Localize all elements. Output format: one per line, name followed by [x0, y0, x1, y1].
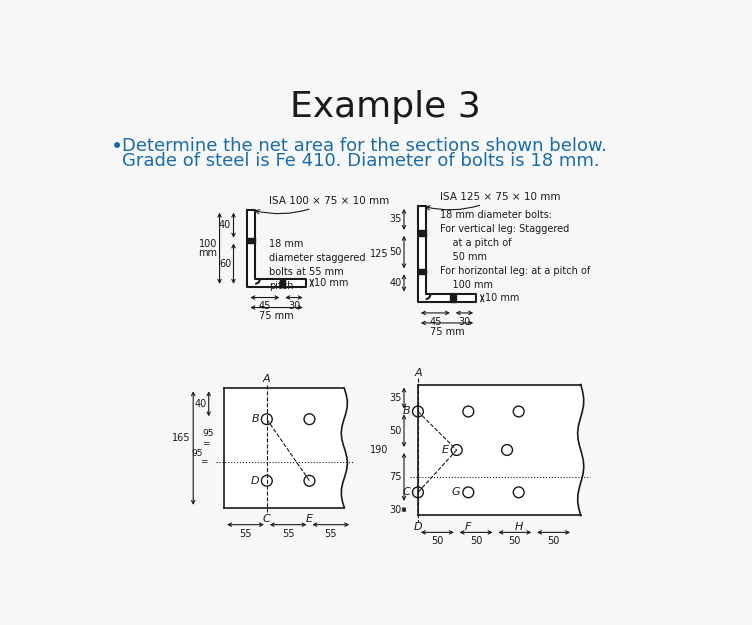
Text: H: H — [514, 522, 523, 532]
Bar — [247, 238, 255, 243]
Text: B: B — [251, 414, 259, 424]
Text: 75 mm: 75 mm — [259, 311, 294, 321]
Text: 18 mm
diameter staggered
bolts at 55 mm
pitch: 18 mm diameter staggered bolts at 55 mm … — [269, 239, 365, 291]
Text: 30: 30 — [458, 317, 471, 327]
Text: 75: 75 — [390, 472, 402, 482]
Text: 125: 125 — [370, 249, 389, 259]
Text: 50: 50 — [390, 426, 402, 436]
Polygon shape — [224, 388, 347, 508]
Bar — [418, 230, 426, 236]
Text: E: E — [306, 514, 313, 524]
Text: 50: 50 — [470, 536, 482, 546]
Text: 18 mm diameter bolts:
For vertical leg: Staggered
    at a pitch of
    50 mm
Fo: 18 mm diameter bolts: For vertical leg: … — [440, 210, 590, 290]
Text: 190: 190 — [370, 445, 389, 455]
Text: 75 mm: 75 mm — [429, 327, 464, 337]
Text: 100: 100 — [199, 239, 217, 249]
Text: 45: 45 — [429, 317, 441, 327]
Text: 55: 55 — [239, 529, 252, 539]
Text: 10 mm: 10 mm — [484, 293, 519, 303]
Text: Example 3: Example 3 — [290, 91, 481, 124]
Text: 50: 50 — [547, 536, 559, 546]
Text: 55: 55 — [325, 529, 337, 539]
Text: 95: 95 — [191, 449, 202, 458]
Text: mm: mm — [199, 248, 217, 258]
Text: 40: 40 — [390, 278, 402, 288]
Bar — [418, 269, 426, 274]
Text: 95
=: 95 = — [202, 429, 214, 448]
Text: C: C — [402, 488, 410, 498]
Text: 50: 50 — [431, 536, 444, 546]
Text: F: F — [465, 522, 472, 532]
Text: 10 mm: 10 mm — [314, 278, 348, 288]
Text: 45: 45 — [259, 301, 271, 311]
Bar — [450, 294, 456, 302]
Text: =: = — [199, 457, 207, 466]
Text: D: D — [414, 522, 423, 532]
Bar — [280, 279, 285, 287]
Text: 35: 35 — [390, 393, 402, 403]
Text: D: D — [250, 476, 259, 486]
Text: 50: 50 — [390, 247, 402, 257]
Text: 50: 50 — [508, 536, 521, 546]
Text: A: A — [414, 368, 422, 378]
Text: 30: 30 — [390, 504, 402, 514]
Text: 30: 30 — [288, 301, 300, 311]
Text: G: G — [452, 488, 460, 498]
Text: 40: 40 — [194, 399, 206, 409]
Text: A: A — [263, 374, 271, 384]
Text: •: • — [111, 137, 123, 157]
Text: E: E — [442, 445, 449, 455]
Text: 55: 55 — [282, 529, 294, 539]
Polygon shape — [418, 384, 584, 516]
Text: C: C — [263, 514, 271, 524]
Text: Grade of steel is Fe 410. Diameter of bolts is 18 mm.: Grade of steel is Fe 410. Diameter of bo… — [122, 152, 599, 170]
Text: B: B — [402, 406, 410, 416]
Text: Determine the net area for the sections shown below.: Determine the net area for the sections … — [122, 137, 607, 154]
Text: 40: 40 — [219, 220, 231, 230]
Text: ISA 125 × 75 × 10 mm: ISA 125 × 75 × 10 mm — [426, 192, 560, 210]
Polygon shape — [418, 206, 476, 302]
Text: ISA 100 × 75 × 10 mm: ISA 100 × 75 × 10 mm — [255, 196, 390, 214]
Text: 60: 60 — [219, 259, 231, 269]
Text: 35: 35 — [390, 214, 402, 224]
Polygon shape — [247, 210, 305, 287]
Text: 165: 165 — [172, 434, 191, 444]
